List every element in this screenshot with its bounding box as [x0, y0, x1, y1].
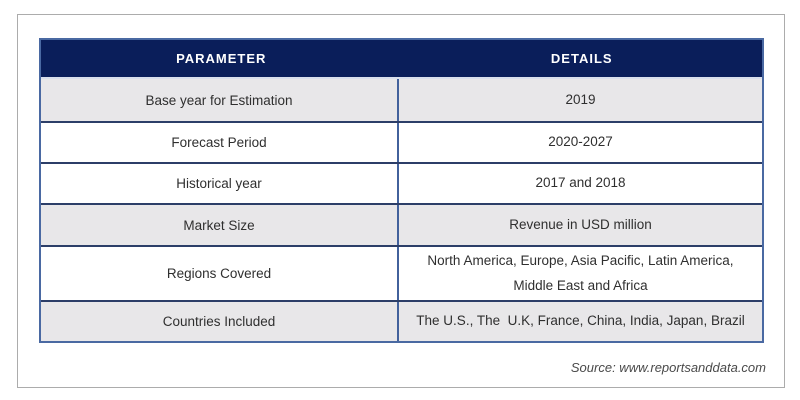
table-row: Market Size Revenue in USD million [41, 203, 762, 245]
source-attribution: Source: www.reportsanddata.com [570, 360, 766, 375]
table-row: Forecast Period 2020-2027 [41, 121, 762, 162]
table-row: Regions Covered North America, Europe, A… [41, 245, 762, 300]
parameters-table: PARAMETER DETAILS Base year for Estimati… [39, 38, 764, 343]
table-row: Countries Included The U.S., The U.K, Fr… [41, 300, 762, 341]
table-row: Base year for Estimation 2019 [41, 79, 762, 121]
detail-cell: 2020-2027 [548, 134, 613, 150]
detail-cell: Revenue in USD million [509, 216, 652, 232]
param-cell: Market Size [41, 205, 399, 245]
detail-cell: North America, Europe, Asia Pacific, Lat… [427, 252, 734, 293]
param-cell: Forecast Period [41, 123, 399, 162]
table-header-row: PARAMETER DETAILS [41, 40, 762, 79]
column-header-details: DETAILS [550, 51, 613, 66]
param-cell: Historical year [41, 164, 399, 203]
detail-cell: The U.S., The U.K, France, China, India,… [416, 313, 745, 329]
param-cell: Base year for Estimation [41, 79, 399, 121]
param-cell: Countries Included [41, 302, 399, 341]
detail-cell: 2019 [565, 91, 596, 107]
param-cell: Regions Covered [41, 247, 399, 300]
column-header-parameter: PARAMETER [176, 51, 267, 66]
report-card: PARAMETER DETAILS Base year for Estimati… [17, 14, 785, 388]
detail-cell: 2017 and 2018 [535, 175, 626, 191]
table-row: Historical year 2017 and 2018 [41, 162, 762, 203]
